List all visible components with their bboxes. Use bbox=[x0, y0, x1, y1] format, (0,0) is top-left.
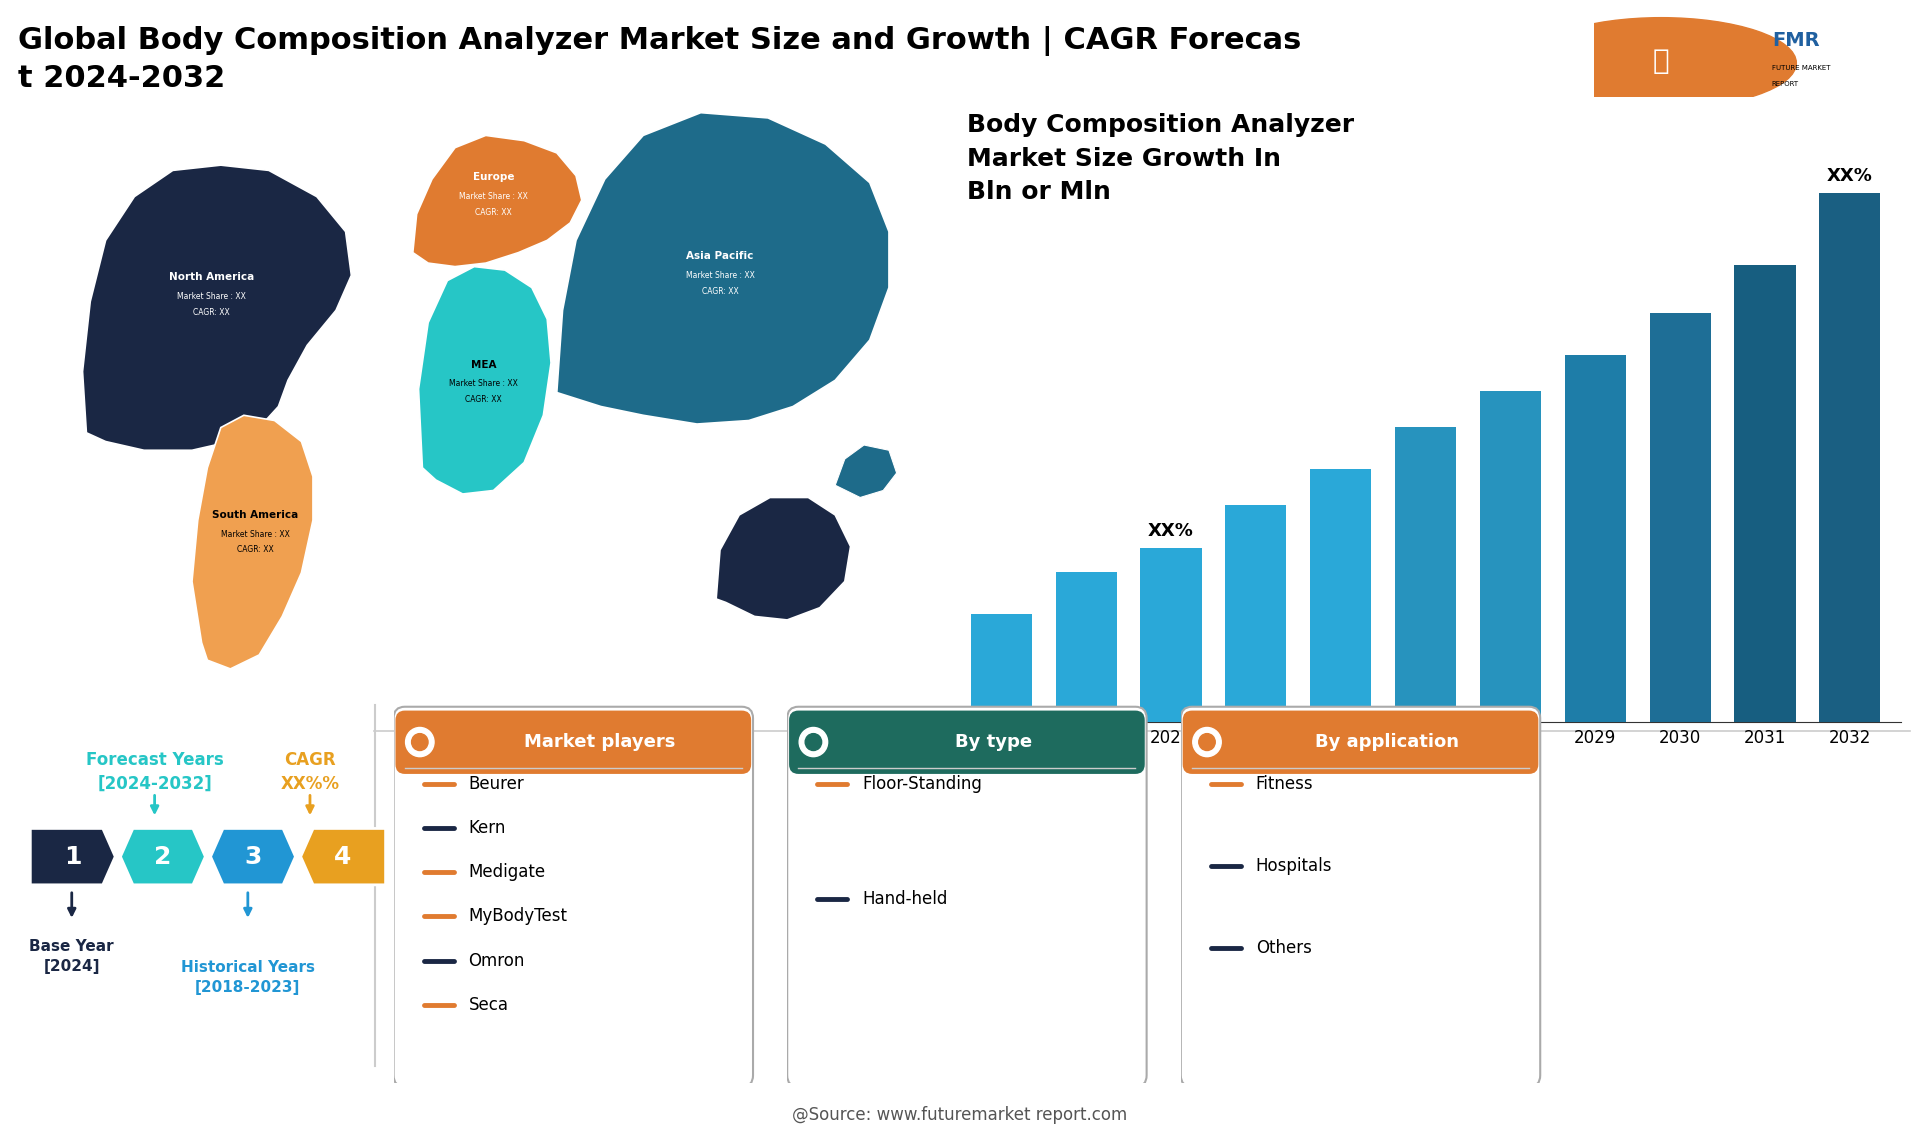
Bar bbox=[1565, 355, 1626, 722]
Circle shape bbox=[405, 728, 434, 756]
Circle shape bbox=[804, 733, 822, 751]
Text: Base Year
[2024]: Base Year [2024] bbox=[29, 940, 113, 974]
Bar bbox=[1480, 391, 1542, 722]
Text: XX%: XX% bbox=[1148, 523, 1194, 540]
Text: Omron: Omron bbox=[468, 951, 524, 970]
Text: Fitness: Fitness bbox=[1256, 775, 1313, 793]
Text: Historical Years
[2018-2023]: Historical Years [2018-2023] bbox=[180, 959, 315, 995]
Text: Floor-Standing: Floor-Standing bbox=[862, 775, 981, 793]
FancyBboxPatch shape bbox=[394, 707, 753, 1086]
Text: Others: Others bbox=[1256, 939, 1311, 957]
Text: FMR: FMR bbox=[1772, 31, 1820, 49]
Circle shape bbox=[799, 728, 828, 756]
Polygon shape bbox=[301, 829, 386, 885]
Text: Market Share : XX: Market Share : XX bbox=[449, 379, 518, 388]
Text: Market Share : XX: Market Share : XX bbox=[459, 193, 528, 202]
Text: Hand-held: Hand-held bbox=[862, 889, 947, 908]
Text: Market Share : XX: Market Share : XX bbox=[685, 270, 755, 280]
Bar bbox=[1734, 265, 1795, 722]
Polygon shape bbox=[31, 829, 115, 885]
Text: @Source: www.futuremarket report.com: @Source: www.futuremarket report.com bbox=[793, 1106, 1127, 1124]
Text: Market Share : XX: Market Share : XX bbox=[221, 529, 290, 539]
Text: Asia Pacific: Asia Pacific bbox=[685, 251, 755, 261]
Text: Market players: Market players bbox=[524, 733, 676, 751]
Polygon shape bbox=[211, 829, 296, 885]
Text: REPORT: REPORT bbox=[1772, 80, 1799, 87]
Polygon shape bbox=[716, 497, 851, 620]
Text: South America: South America bbox=[213, 510, 298, 520]
Text: Kern: Kern bbox=[468, 819, 505, 837]
Bar bbox=[1225, 505, 1286, 722]
Text: MyBodyTest: MyBodyTest bbox=[468, 908, 568, 926]
FancyBboxPatch shape bbox=[1181, 707, 1540, 1086]
Text: 3: 3 bbox=[244, 845, 261, 869]
Polygon shape bbox=[835, 445, 897, 497]
Circle shape bbox=[1198, 733, 1215, 751]
Text: Market Share : XX: Market Share : XX bbox=[177, 292, 246, 301]
Text: By application: By application bbox=[1315, 733, 1459, 751]
Text: XX%: XX% bbox=[1828, 167, 1872, 186]
FancyBboxPatch shape bbox=[789, 711, 1144, 774]
Polygon shape bbox=[121, 829, 205, 885]
Text: North America: North America bbox=[169, 272, 253, 282]
Text: Body Composition Analyzer
Market Size Growth In
Bln or Mln: Body Composition Analyzer Market Size Gr… bbox=[968, 113, 1354, 204]
FancyBboxPatch shape bbox=[1183, 711, 1538, 774]
Text: MEA: MEA bbox=[470, 360, 497, 369]
Bar bbox=[972, 614, 1031, 722]
Text: CAGR: XX: CAGR: XX bbox=[474, 207, 513, 217]
Text: CAGR
XX%%: CAGR XX%% bbox=[280, 752, 340, 793]
Polygon shape bbox=[83, 165, 351, 450]
Bar bbox=[1140, 548, 1202, 722]
FancyBboxPatch shape bbox=[396, 711, 751, 774]
Bar bbox=[1820, 193, 1880, 722]
Polygon shape bbox=[192, 415, 313, 669]
FancyBboxPatch shape bbox=[787, 707, 1146, 1086]
Text: Forecast Years
[2024-2032]: Forecast Years [2024-2032] bbox=[86, 752, 223, 793]
Text: 4: 4 bbox=[334, 845, 351, 869]
Text: Medigate: Medigate bbox=[468, 863, 545, 881]
Text: 2: 2 bbox=[154, 845, 171, 869]
Text: CAGR: XX: CAGR: XX bbox=[701, 286, 739, 296]
Polygon shape bbox=[557, 112, 889, 424]
Polygon shape bbox=[413, 135, 582, 267]
Text: CAGR: XX: CAGR: XX bbox=[465, 395, 503, 405]
Text: Global Body Composition Analyzer Market Size and Growth | CAGR Forecas: Global Body Composition Analyzer Market … bbox=[17, 26, 1302, 56]
Bar bbox=[1056, 572, 1117, 722]
Text: By type: By type bbox=[954, 733, 1031, 751]
Text: Europe: Europe bbox=[472, 172, 515, 182]
Bar bbox=[1396, 427, 1455, 722]
Bar bbox=[1309, 470, 1371, 722]
Bar bbox=[1649, 313, 1711, 722]
Polygon shape bbox=[419, 267, 551, 494]
Text: CAGR: XX: CAGR: XX bbox=[192, 307, 230, 316]
Text: Hospitals: Hospitals bbox=[1256, 857, 1332, 874]
Text: CAGR: XX: CAGR: XX bbox=[236, 545, 275, 555]
Text: FUTURE MARKET: FUTURE MARKET bbox=[1772, 65, 1830, 71]
Text: 1: 1 bbox=[63, 845, 81, 869]
Text: Seca: Seca bbox=[468, 996, 509, 1014]
Circle shape bbox=[1526, 17, 1797, 109]
Text: Beurer: Beurer bbox=[468, 775, 524, 793]
Circle shape bbox=[411, 733, 428, 751]
Text: t 2024-2032: t 2024-2032 bbox=[17, 64, 225, 93]
Text: 🏃: 🏃 bbox=[1653, 47, 1670, 74]
Circle shape bbox=[1192, 728, 1221, 756]
